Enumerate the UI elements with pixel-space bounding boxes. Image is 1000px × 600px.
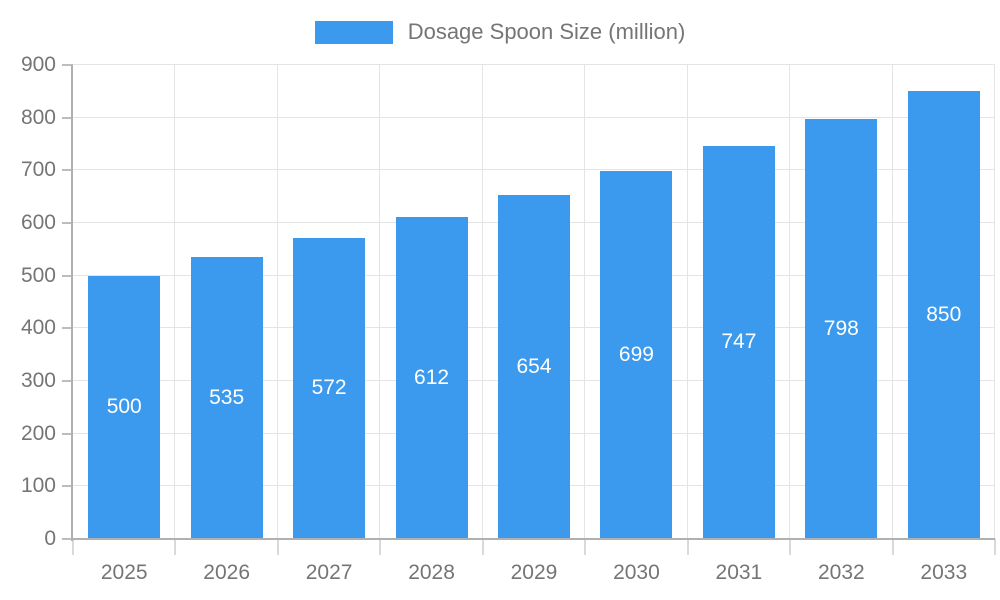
gridline-h [73, 116, 995, 118]
x-tick-label: 2026 [203, 561, 251, 584]
y-tick [62, 169, 73, 172]
gridline-v [584, 65, 586, 539]
y-tick-label: 500 [20, 263, 56, 287]
y-tick [62, 222, 73, 224]
x-tick [379, 539, 382, 555]
bar[interactable] [498, 194, 570, 538]
x-axis-line [71, 538, 995, 540]
y-tick-label: 800 [20, 105, 56, 129]
y-tick [62, 274, 73, 277]
bar-value-label: 747 [721, 330, 757, 354]
x-tick-label: 2029 [510, 561, 558, 584]
x-tick-label: 2033 [920, 561, 968, 584]
x-tick [481, 539, 484, 555]
x-tick [686, 539, 689, 555]
y-tick-label: 100 [20, 474, 56, 498]
y-tick-label: 0 [44, 527, 56, 550]
bar[interactable] [600, 170, 673, 538]
bar-value-label: 699 [618, 342, 654, 366]
bar-value-label: 850 [926, 303, 962, 327]
x-tick-label: 2027 [305, 561, 353, 584]
x-tick [276, 539, 279, 555]
gridline-v [686, 65, 688, 539]
bar-value-label: 500 [106, 395, 142, 419]
y-tick [62, 327, 73, 330]
bar-value-label: 572 [311, 376, 347, 400]
gridline-v [276, 65, 278, 539]
bar-value-label: 535 [209, 386, 245, 410]
gridline-h [73, 169, 995, 171]
bar[interactable] [190, 257, 263, 538]
x-tick-label: 2025 [100, 561, 148, 584]
y-tick-label: 400 [20, 316, 56, 340]
x-tick [584, 539, 587, 555]
x-tick [174, 539, 177, 555]
x-tick-label: 2031 [715, 561, 763, 584]
y-tick [62, 380, 73, 382]
y-tick [62, 64, 73, 66]
y-tick-label: 300 [20, 369, 56, 392]
y-tick [62, 485, 73, 488]
y-tick-label: 900 [20, 53, 56, 76]
x-tick-label: 2028 [408, 561, 455, 584]
gridline-v [994, 65, 995, 539]
gridline-v [379, 65, 381, 539]
x-tick [891, 539, 894, 555]
x-tick [789, 539, 792, 555]
y-tick [62, 116, 73, 119]
gridline-h [73, 64, 995, 65]
bar[interactable] [293, 237, 366, 538]
x-tick [72, 539, 74, 555]
x-tick [994, 539, 996, 555]
gridline-v [481, 65, 483, 539]
bar-value-label: 612 [414, 365, 450, 389]
legend-label[interactable]: Dosage Spoon Size (million) [407, 19, 686, 44]
bar-value-label: 798 [823, 316, 859, 340]
y-tick-label: 700 [20, 158, 56, 182]
legend-swatch[interactable] [314, 20, 393, 44]
bar[interactable] [805, 118, 878, 538]
y-tick-label: 600 [20, 211, 56, 234]
bar[interactable] [702, 145, 775, 538]
bar-value-label: 654 [516, 354, 552, 378]
x-tick-label: 2030 [613, 561, 660, 584]
bar[interactable] [88, 275, 161, 538]
y-tick [62, 432, 73, 435]
bar[interactable] [907, 91, 980, 538]
legend[interactable]: Dosage Spoon Size (million) [0, 19, 1000, 45]
bar[interactable] [395, 216, 468, 538]
gridline-v [789, 65, 791, 539]
y-tick [62, 538, 73, 540]
y-axis-line [71, 65, 73, 541]
y-tick-label: 200 [20, 421, 56, 445]
gridline-v [174, 65, 176, 539]
gridline-v [891, 65, 893, 539]
x-tick-label: 2032 [817, 561, 865, 584]
